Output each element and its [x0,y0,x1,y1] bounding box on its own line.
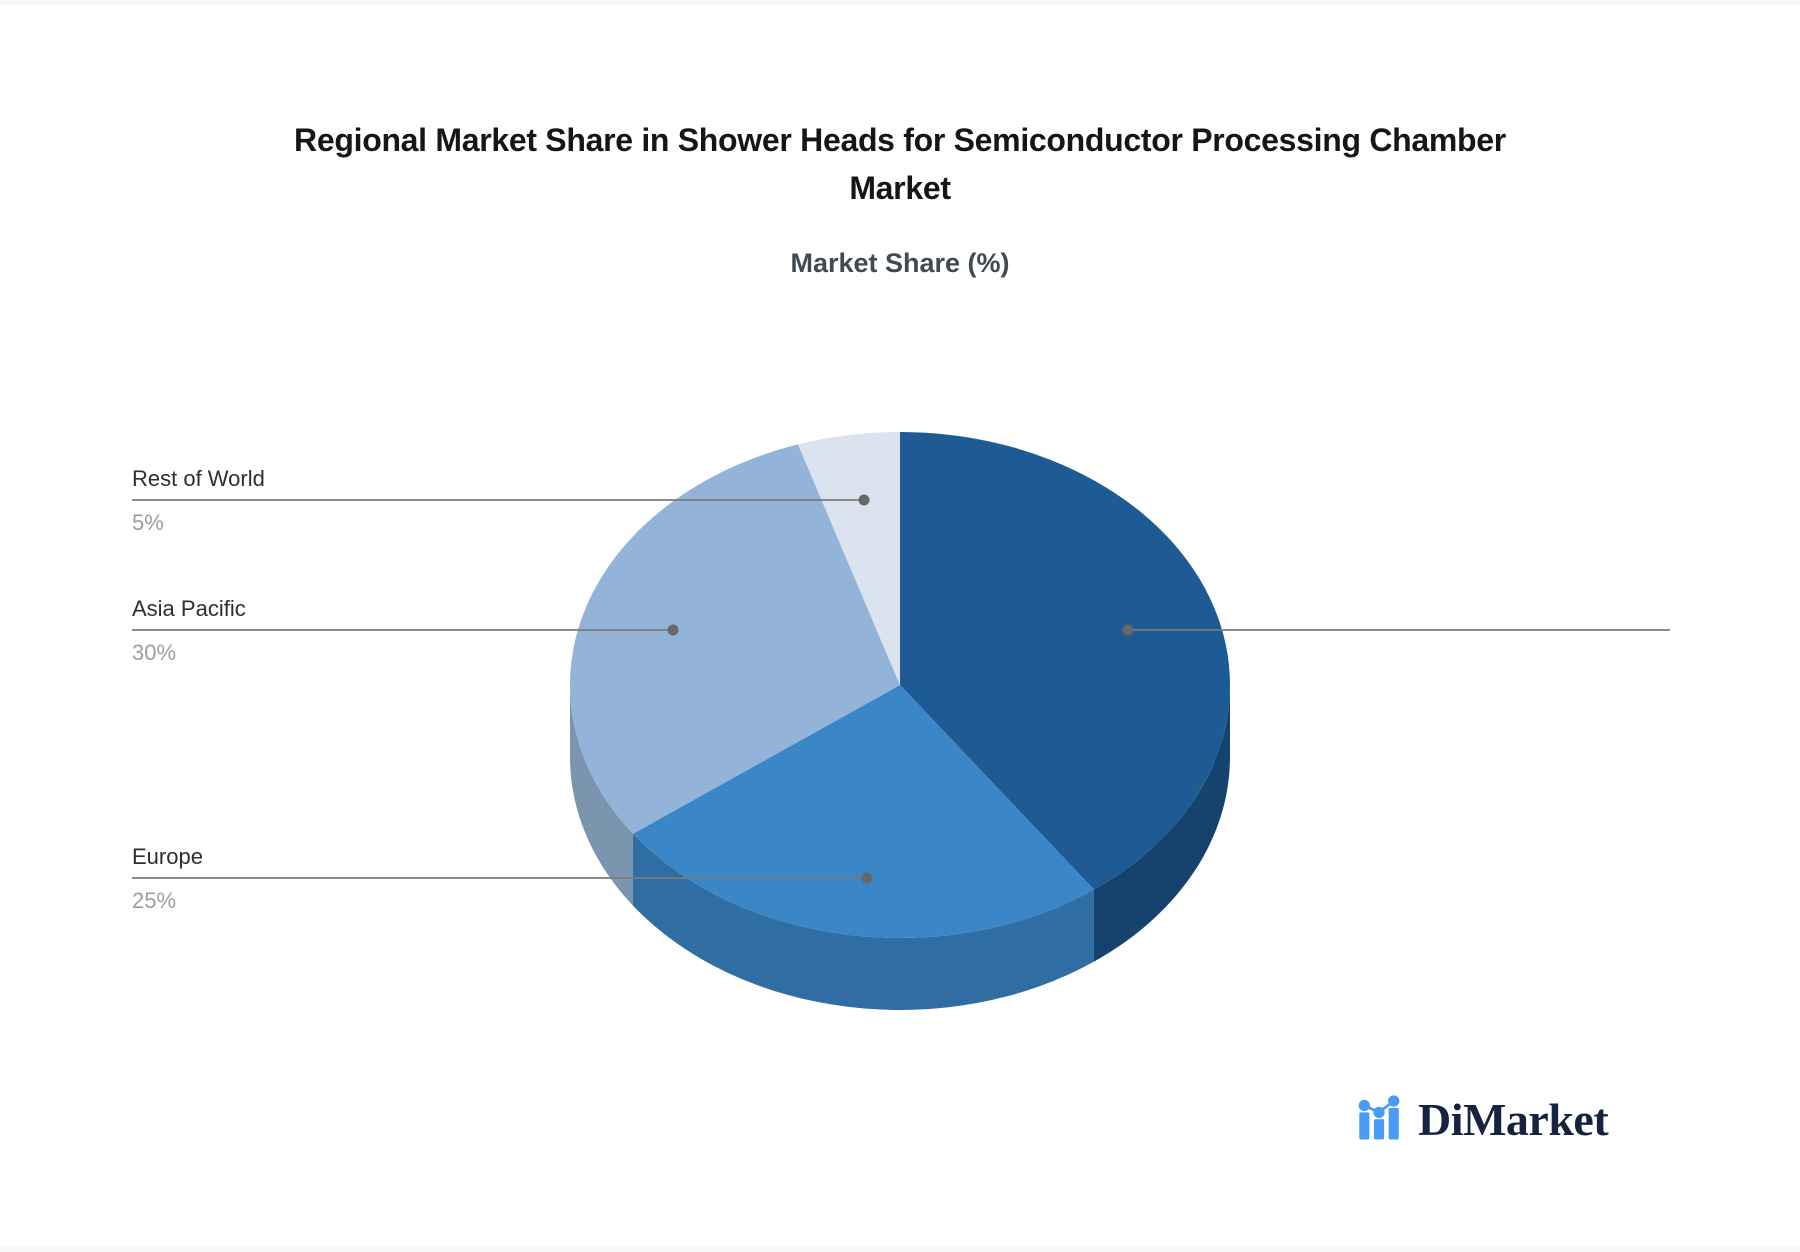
callout-label: Rest of World [132,466,265,491]
leader-dot-asia-pacific [667,624,679,636]
pie-slice-north-america[interactable] [900,432,1230,890]
chart-title: Regional Market Share in Shower Heads fo… [0,116,1800,212]
chart-title-line1: Regional Market Share in Shower Heads fo… [294,122,1506,158]
leader-dot-north-america [1122,624,1134,636]
brand-logo-text: DiMarket [1418,1094,1609,1145]
brand-logo[interactable]: DiMarket [1358,1092,1609,1148]
brand-logo-icon [1358,1095,1400,1140]
logo-dot [1373,1106,1385,1118]
callout-label: Europe [132,844,203,869]
callout-value: 5% [132,510,164,535]
pie-slice-side-asia-pacific [570,685,634,906]
logo-dot [1358,1099,1370,1112]
logo-bar [1373,1119,1385,1140]
callout-value: 30% [132,640,177,665]
pie-slice-europe[interactable] [633,685,1094,938]
chart-title-line2: Market [849,170,951,206]
pie-slice-rest-of-world[interactable] [798,432,900,685]
chart-subtitle: Market Share (%) [790,248,1010,278]
page-top-edge [0,0,1800,5]
logo-bar [1359,1112,1370,1140]
callout-value: 25% [132,888,177,913]
logo-bar [1388,1107,1399,1140]
logo-dot [1388,1095,1400,1107]
pie-slice-asia-pacific[interactable] [570,444,900,834]
page-bottom-edge [0,1247,1800,1252]
callout-label: Asia Pacific [132,596,246,621]
leader-dot-rest-of-world [858,494,870,506]
pie-slice-side-north-america [1093,685,1230,962]
leader-dot-europe [861,872,873,884]
pie-slice-side-europe [633,833,1094,1010]
